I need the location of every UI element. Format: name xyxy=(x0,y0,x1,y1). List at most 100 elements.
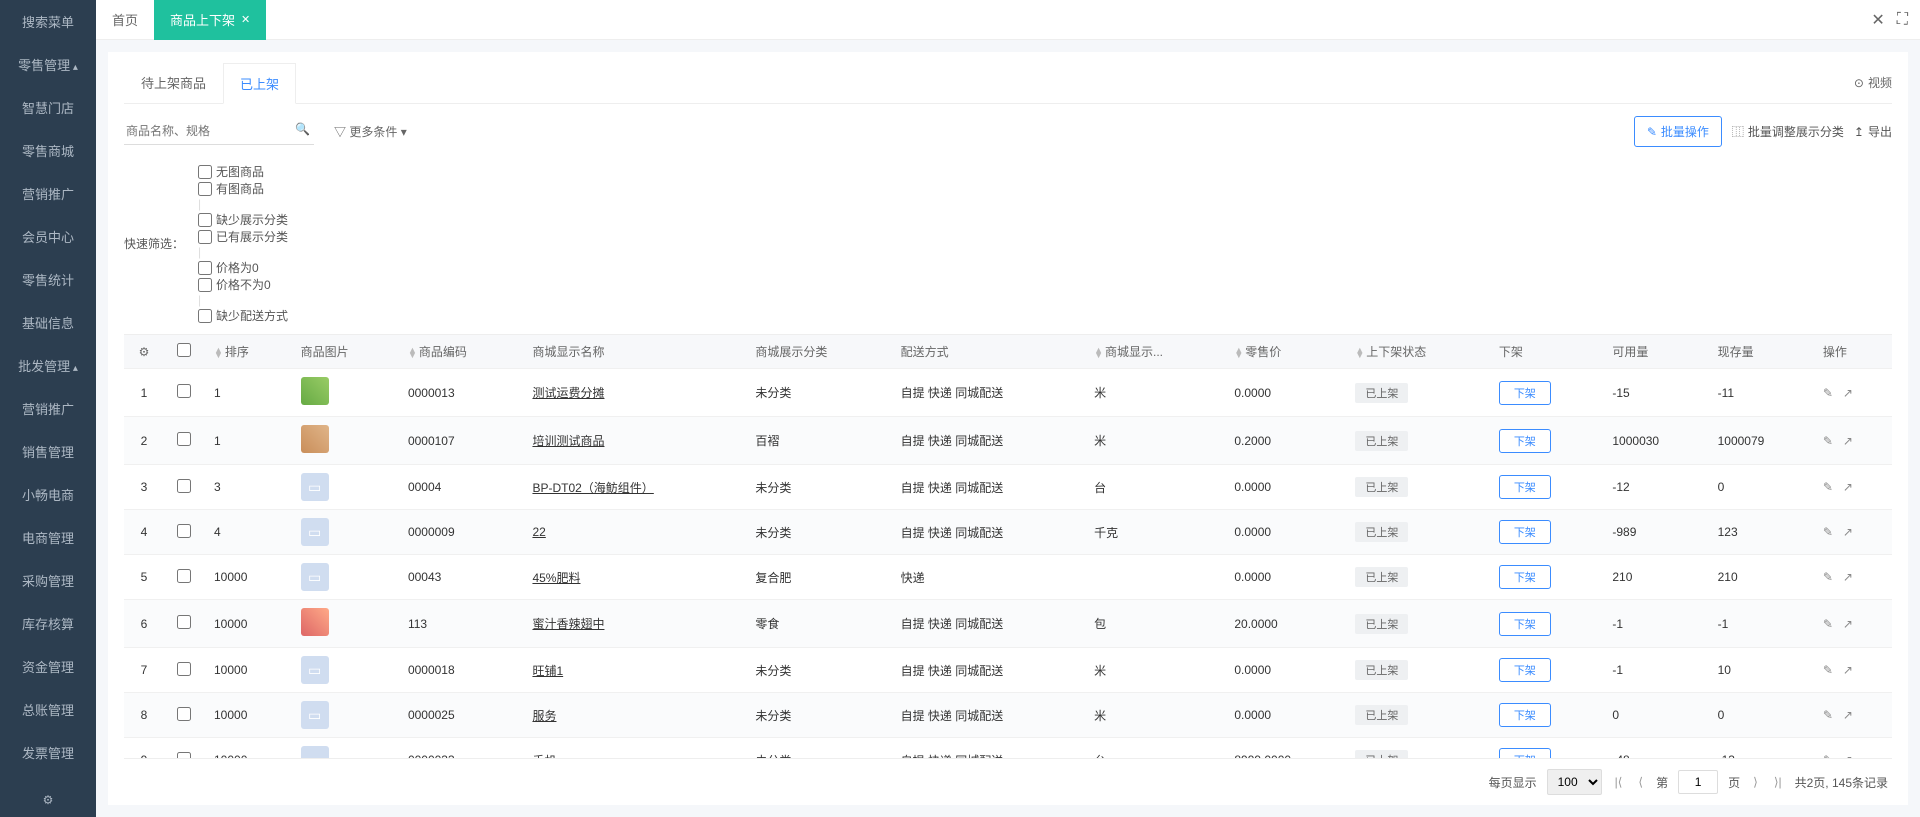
search-input[interactable] xyxy=(124,118,314,145)
cell-name[interactable]: BP-DT02（海鲂组件） xyxy=(522,465,745,510)
batch-action-button[interactable]: ✎ 批量操作 xyxy=(1634,116,1722,147)
quick-filter-6[interactable]: 缺少配送方式 xyxy=(198,307,288,324)
edit-icon[interactable]: ✎ xyxy=(1823,525,1833,539)
quick-filter-1[interactable]: 有图商品 xyxy=(198,180,288,197)
tab-product-listing[interactable]: 商品上下架 ✕ xyxy=(154,0,266,40)
search-icon[interactable]: 🔍 xyxy=(295,122,310,136)
more-conditions[interactable]: ▽ 更多条件 ▾ xyxy=(334,123,407,140)
cell-name[interactable]: 45%肥料 xyxy=(522,555,745,600)
cell-image[interactable]: ▭ xyxy=(291,693,398,738)
tab-close-all-icon[interactable]: ✕ xyxy=(1871,10,1884,30)
unlist-button[interactable]: 下架 xyxy=(1499,429,1551,453)
quick-filter-checkbox[interactable] xyxy=(198,309,212,323)
sidebar-item-13[interactable]: 采购管理 xyxy=(0,559,96,602)
first-page-icon[interactable]: |⟨ xyxy=(1612,775,1626,789)
cell-image[interactable]: ▭ xyxy=(291,465,398,510)
cell-name[interactable]: 手机 xyxy=(522,738,745,759)
select-all-checkbox[interactable] xyxy=(177,343,191,357)
cell-name[interactable]: 旺铺1 xyxy=(522,648,745,693)
sidebar-item-3[interactable]: 零售商城 xyxy=(0,129,96,172)
quick-filter-2[interactable]: 缺少展示分类 xyxy=(198,211,288,228)
tab-home[interactable]: 首页 xyxy=(96,0,154,40)
settings-gear[interactable]: ⚙ xyxy=(0,783,96,817)
sidebar-item-7[interactable]: 基础信息 xyxy=(0,301,96,344)
sidebar-item-9[interactable]: 营销推广 xyxy=(0,387,96,430)
quick-filter-checkbox[interactable] xyxy=(198,165,212,179)
cell-name[interactable]: 服务 xyxy=(522,693,745,738)
cell-image[interactable]: ▭ xyxy=(291,510,398,555)
cell-name[interactable]: 22 xyxy=(522,510,745,555)
quick-filter-checkbox[interactable] xyxy=(198,261,212,275)
sidebar-item-15[interactable]: 资金管理 xyxy=(0,645,96,688)
quick-filter-checkbox[interactable] xyxy=(198,213,212,227)
sidebar-item-0[interactable]: 搜索菜单 xyxy=(0,0,96,43)
unlist-button[interactable]: 下架 xyxy=(1499,658,1551,682)
row-checkbox[interactable] xyxy=(177,384,191,398)
row-checkbox[interactable] xyxy=(177,524,191,538)
open-icon[interactable]: ↗ xyxy=(1843,386,1853,400)
sidebar-item-6[interactable]: 零售统计 xyxy=(0,258,96,301)
col-header-3[interactable]: 商品图片 xyxy=(291,335,398,369)
open-icon[interactable]: ↗ xyxy=(1843,617,1853,631)
cell-name[interactable]: 测试运费分摊 xyxy=(522,369,745,417)
page-input[interactable] xyxy=(1678,770,1718,794)
sidebar-item-2[interactable]: 智慧门店 xyxy=(0,86,96,129)
col-header-4[interactable]: ▲▼商品编码 xyxy=(398,335,523,369)
unlist-button[interactable]: 下架 xyxy=(1499,520,1551,544)
col-header-1[interactable] xyxy=(164,335,204,369)
last-page-icon[interactable]: ⟩| xyxy=(1771,775,1785,789)
col-header-0[interactable]: ⚙ xyxy=(124,335,164,369)
subtab-listed[interactable]: 已上架 xyxy=(223,63,296,104)
sidebar-item-14[interactable]: 库存核算 xyxy=(0,602,96,645)
col-header-9[interactable]: ▲▼零售价 xyxy=(1224,335,1345,369)
open-icon[interactable]: ↗ xyxy=(1843,434,1853,448)
col-header-5[interactable]: 商城显示名称 xyxy=(522,335,745,369)
sidebar-item-5[interactable]: 会员中心 xyxy=(0,215,96,258)
col-header-14[interactable]: 操作 xyxy=(1813,335,1892,369)
unlist-button[interactable]: 下架 xyxy=(1499,565,1551,589)
row-checkbox[interactable] xyxy=(177,479,191,493)
sidebar-item-10[interactable]: 销售管理 xyxy=(0,430,96,473)
col-header-8[interactable]: ▲▼商城显示... xyxy=(1084,335,1224,369)
open-icon[interactable]: ↗ xyxy=(1843,525,1853,539)
col-header-10[interactable]: ▲▼上下架状态 xyxy=(1345,335,1488,369)
quick-filter-checkbox[interactable] xyxy=(198,230,212,244)
unlist-button[interactable]: 下架 xyxy=(1499,612,1551,636)
quick-filter-3[interactable]: 已有展示分类 xyxy=(198,228,288,245)
quick-filter-checkbox[interactable] xyxy=(198,182,212,196)
cell-image[interactable] xyxy=(291,417,398,465)
edit-icon[interactable]: ✎ xyxy=(1823,434,1833,448)
edit-icon[interactable]: ✎ xyxy=(1823,708,1833,722)
cell-image[interactable] xyxy=(291,600,398,648)
quick-filter-0[interactable]: 无图商品 xyxy=(198,163,288,180)
row-checkbox[interactable] xyxy=(177,569,191,583)
col-header-2[interactable]: ▲▼排序 xyxy=(204,335,291,369)
unlist-button[interactable]: 下架 xyxy=(1499,748,1551,758)
row-checkbox[interactable] xyxy=(177,615,191,629)
open-icon[interactable]: ↗ xyxy=(1843,708,1853,722)
cell-image[interactable]: ▭ xyxy=(291,738,398,759)
open-icon[interactable]: ↗ xyxy=(1843,663,1853,677)
next-page-icon[interactable]: ⟩ xyxy=(1750,775,1761,789)
unlist-button[interactable]: 下架 xyxy=(1499,475,1551,499)
edit-icon[interactable]: ✎ xyxy=(1823,663,1833,677)
cell-image[interactable] xyxy=(291,369,398,417)
edit-icon[interactable]: ✎ xyxy=(1823,570,1833,584)
cell-image[interactable]: ▭ xyxy=(291,648,398,693)
row-checkbox[interactable] xyxy=(177,432,191,446)
prev-page-icon[interactable]: ⟨ xyxy=(1635,775,1646,789)
sidebar-item-16[interactable]: 总账管理 xyxy=(0,688,96,731)
unlist-button[interactable]: 下架 xyxy=(1499,381,1551,405)
sidebar-item-11[interactable]: 小畅电商 xyxy=(0,473,96,516)
batch-adjust-category[interactable]: ⿲ 批量调整展示分类 xyxy=(1732,123,1844,140)
sidebar-item-12[interactable]: 电商管理 xyxy=(0,516,96,559)
per-page-select[interactable]: 100 xyxy=(1547,769,1602,795)
col-header-13[interactable]: 现存量 xyxy=(1708,335,1813,369)
edit-icon[interactable]: ✎ xyxy=(1823,386,1833,400)
sidebar-item-17[interactable]: 发票管理 xyxy=(0,731,96,774)
open-icon[interactable]: ↗ xyxy=(1843,480,1853,494)
row-checkbox[interactable] xyxy=(177,707,191,721)
sidebar-item-4[interactable]: 营销推广 xyxy=(0,172,96,215)
cell-name[interactable]: 培训测试商品 xyxy=(522,417,745,465)
gear-icon[interactable]: ⚙ xyxy=(139,345,150,359)
